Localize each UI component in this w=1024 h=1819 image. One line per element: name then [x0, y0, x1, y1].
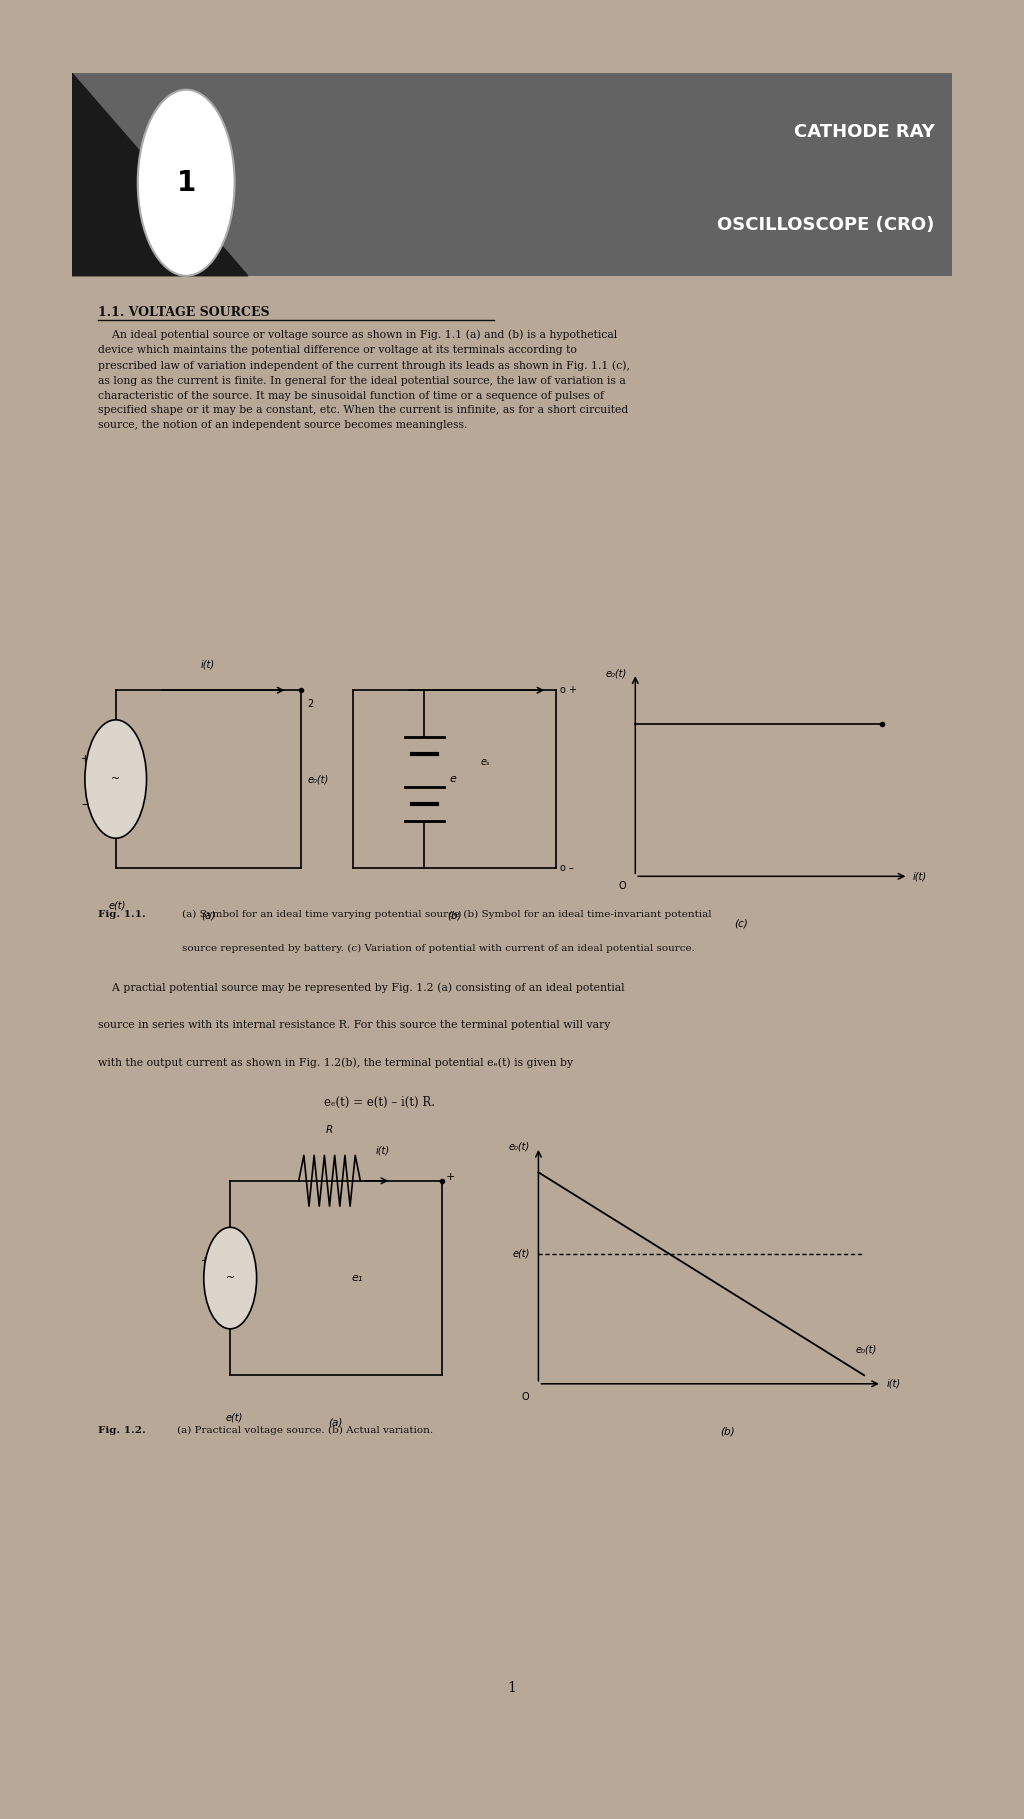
- Text: eₑ(t) = e(t) – i(t) R.: eₑ(t) = e(t) – i(t) R.: [325, 1097, 435, 1110]
- Polygon shape: [72, 73, 248, 276]
- Text: e(t): e(t): [109, 900, 126, 910]
- Text: (c): (c): [734, 919, 748, 928]
- Text: (b): (b): [720, 1426, 734, 1435]
- Text: i(t): i(t): [912, 871, 927, 880]
- Text: 1: 1: [176, 169, 196, 196]
- Text: with the output current as shown in Fig. 1.2(b), the terminal potential eₑ(t) is: with the output current as shown in Fig.…: [98, 1057, 573, 1068]
- Text: (a): (a): [329, 1417, 343, 1428]
- Text: Fig. 1.1.: Fig. 1.1.: [98, 910, 145, 919]
- Text: +: +: [445, 1173, 456, 1182]
- Text: e₀(t): e₀(t): [508, 1142, 529, 1151]
- Text: source in series with its internal resistance R. For this source the terminal po: source in series with its internal resis…: [98, 1020, 610, 1030]
- Text: eₛ: eₛ: [480, 757, 489, 768]
- Text: e₀(t): e₀(t): [307, 775, 329, 784]
- Text: e: e: [450, 775, 456, 784]
- Text: O: O: [522, 1392, 529, 1402]
- Text: i(t): i(t): [376, 1146, 389, 1155]
- Text: 1.1. VOLTAGE SOURCES: 1.1. VOLTAGE SOURCES: [98, 306, 269, 318]
- Text: A practial potential source may be represented by Fig. 1.2 (a) consisting of an : A practial potential source may be repre…: [98, 982, 625, 993]
- Text: 1: 1: [508, 1681, 516, 1695]
- Text: e₀(t): e₀(t): [605, 668, 627, 678]
- Text: e(t): e(t): [512, 1248, 529, 1259]
- Bar: [72, 73, 952, 276]
- Text: o +: o +: [560, 686, 578, 695]
- Text: 2: 2: [307, 698, 314, 709]
- Text: O: O: [618, 882, 627, 891]
- Text: o –: o –: [560, 862, 574, 873]
- Circle shape: [137, 89, 234, 276]
- Text: –: –: [82, 799, 88, 811]
- Text: ~: ~: [111, 775, 121, 784]
- Text: +: +: [200, 1257, 208, 1266]
- Text: ~: ~: [225, 1273, 234, 1282]
- Text: OSCILLOSCOPE (CRO): OSCILLOSCOPE (CRO): [718, 216, 935, 235]
- Text: (a): (a): [201, 910, 215, 920]
- Text: i(t): i(t): [201, 660, 215, 669]
- Text: e(t): e(t): [226, 1413, 244, 1422]
- Text: R: R: [326, 1126, 333, 1135]
- Text: source represented by battery. (c) Variation of potential with current of an ide: source represented by battery. (c) Varia…: [182, 944, 694, 953]
- Text: Fig. 1.2.: Fig. 1.2.: [98, 1426, 145, 1435]
- Text: e₀(t): e₀(t): [855, 1344, 877, 1355]
- Text: (b): (b): [447, 910, 462, 920]
- Text: CATHODE RAY: CATHODE RAY: [794, 124, 935, 140]
- Text: e₁: e₁: [351, 1273, 362, 1282]
- Text: (a) Practical voltage source. (b) Actual variation.: (a) Practical voltage source. (b) Actual…: [177, 1426, 433, 1435]
- Text: +: +: [81, 753, 89, 764]
- Text: (a) Symbol for an ideal time varying potential source (b) Symbol for an ideal ti: (a) Symbol for an ideal time varying pot…: [182, 910, 712, 919]
- Circle shape: [204, 1228, 257, 1330]
- Circle shape: [85, 720, 146, 839]
- Text: i(t): i(t): [886, 1379, 900, 1388]
- Text: An ideal potential source or voltage source as shown in Fig. 1.1 (a) and (b) is : An ideal potential source or voltage sou…: [98, 329, 630, 429]
